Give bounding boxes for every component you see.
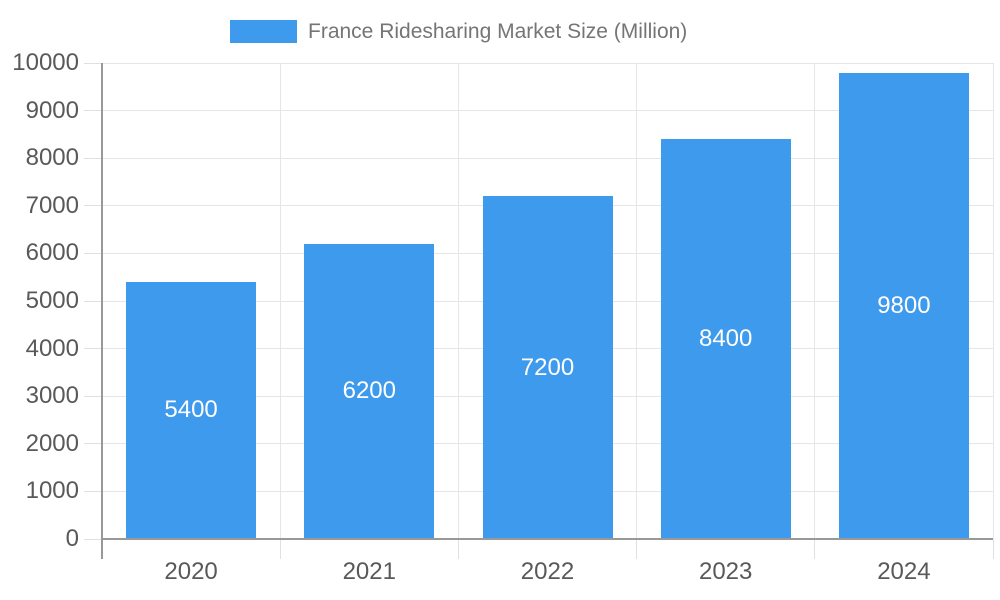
y-axis-tick	[84, 205, 102, 207]
y-axis-tick-label: 9000	[25, 96, 79, 124]
y-axis-tick	[84, 395, 102, 397]
bar-2021	[304, 243, 435, 539]
bar-value-label: 9800	[877, 291, 931, 319]
y-axis-tick-label: 7000	[25, 191, 79, 219]
legend-item[interactable]: France Ridesharing Market Size (Million)	[230, 20, 687, 43]
y-axis-line	[101, 63, 103, 559]
y-axis-tick	[84, 443, 102, 445]
x-gridline	[457, 63, 459, 539]
x-axis-tick-label: 2020	[164, 558, 218, 585]
bar-value-label: 6200	[342, 377, 396, 405]
y-axis-tick-label: 8000	[25, 144, 79, 172]
y-axis-tick-label: 10000	[12, 49, 79, 76]
legend-swatch	[230, 20, 297, 43]
y-axis-tick	[84, 252, 102, 254]
y-axis-tick-label: 3000	[25, 382, 79, 410]
bar-2022	[482, 196, 613, 539]
bar-value-label: 8400	[698, 325, 753, 353]
y-gridline	[102, 110, 993, 112]
y-axis-tick-label: 6000	[25, 239, 79, 267]
bar-2024	[838, 72, 969, 539]
y-axis-tick	[84, 538, 102, 540]
x-axis-tick	[992, 539, 994, 559]
x-axis-tick	[457, 539, 459, 559]
y-axis-tick	[84, 490, 102, 492]
x-gridline	[636, 63, 638, 539]
x-axis-tick	[814, 539, 816, 559]
y-axis-tick	[84, 110, 102, 112]
bar-2023	[660, 139, 791, 539]
x-axis-tick-label: 2024	[877, 558, 931, 585]
x-gridline	[814, 63, 816, 539]
y-axis-tick	[84, 348, 102, 350]
y-axis-tick-label: 1000	[25, 477, 79, 505]
y-axis-tick	[84, 300, 102, 302]
x-axis-tick-label: 2022	[520, 558, 575, 585]
x-axis-tick	[636, 539, 638, 559]
legend-label: France Ridesharing Market Size (Million)	[308, 20, 688, 43]
x-axis-tick-label: 2021	[342, 558, 396, 585]
x-axis-line	[101, 538, 993, 540]
y-axis-tick	[84, 157, 102, 159]
y-axis-tick-label: 2000	[25, 429, 79, 457]
y-axis-tick-label: 5000	[25, 287, 79, 314]
y-axis-tick-label: 4000	[25, 334, 79, 362]
y-gridline	[102, 62, 993, 64]
y-axis-tick	[84, 62, 102, 64]
x-axis-tick-label: 2023	[698, 558, 753, 585]
x-gridline	[279, 63, 281, 539]
bar-value-label: 5400	[164, 396, 218, 424]
bar-2020	[126, 281, 257, 539]
x-axis-tick	[279, 539, 281, 559]
bar-value-label: 7200	[520, 353, 575, 381]
y-gridline	[102, 157, 993, 159]
y-axis-tick-label: 0	[65, 525, 79, 552]
x-gridline	[992, 63, 994, 539]
